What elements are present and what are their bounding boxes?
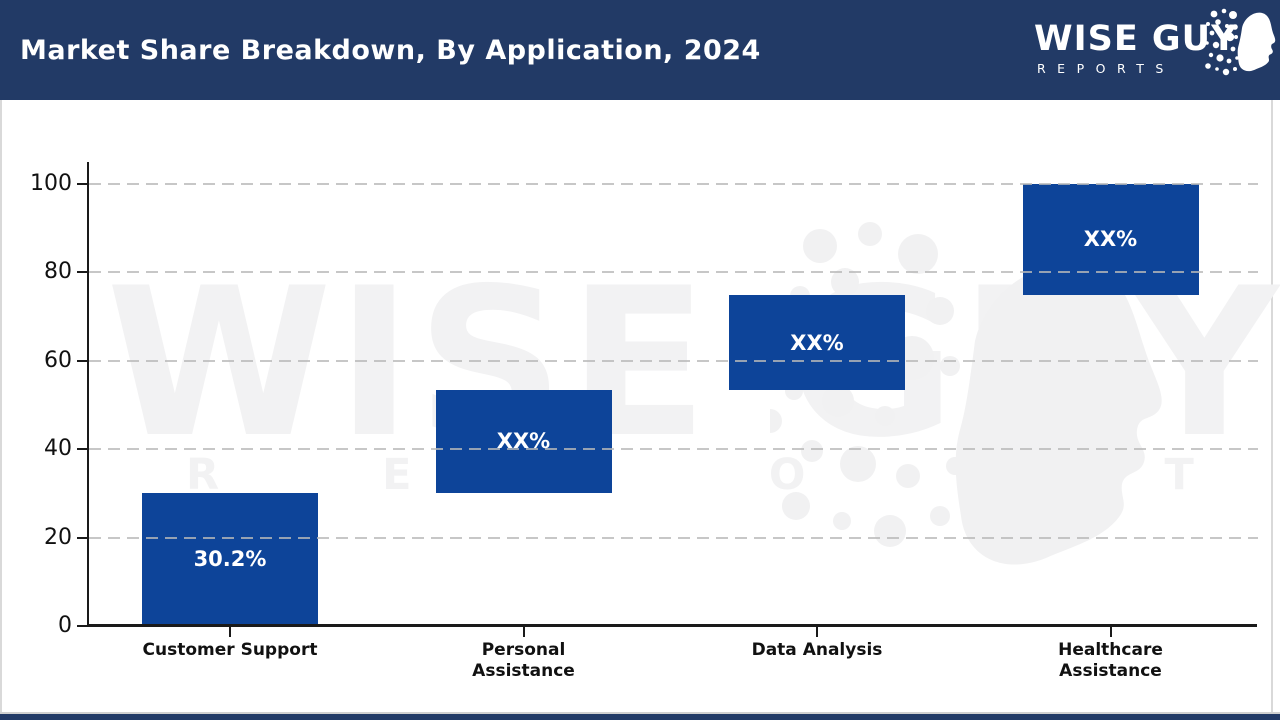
x-tick-1	[229, 627, 231, 637]
brand-subname: REPORTS	[1037, 61, 1175, 76]
y-tick-label-60: 60	[44, 347, 72, 373]
footer-bar	[0, 714, 1280, 720]
bar-4: XX%	[1022, 184, 1199, 295]
bar-2: XX%	[435, 390, 612, 493]
x-category-label-4: Healthcare Assistance	[1058, 640, 1163, 681]
bar-value-label: XX%	[1083, 227, 1138, 252]
y-tick-20	[77, 536, 88, 539]
bar-value-label: 30.2%	[193, 547, 267, 572]
content-right-border	[1271, 100, 1273, 713]
x-axis-line	[87, 624, 1257, 627]
content-left-border	[0, 100, 2, 713]
y-tick-40	[77, 448, 88, 451]
x-category-label-2: Personal Assistance	[472, 640, 575, 681]
page-title: Market Share Breakdown, By Application, …	[20, 34, 761, 66]
brand-logo-text: WISE GUY REPORTS	[1034, 20, 1237, 76]
y-tick-80	[77, 271, 88, 274]
x-category-label-1: Customer Support	[142, 640, 318, 660]
x-tick-2	[522, 627, 525, 637]
gridline-40	[89, 448, 1258, 451]
y-tick-100	[77, 183, 88, 185]
gridline-80	[89, 271, 1258, 274]
y-tick-label-100: 100	[30, 171, 72, 196]
footer-divider	[0, 712, 1280, 714]
bar-value-label: XX%	[790, 330, 844, 355]
x-tick-3	[816, 627, 818, 637]
brand-name: WISE GUY	[1034, 19, 1238, 59]
gridline-60	[89, 359, 1258, 362]
bar-3: XX%	[729, 294, 905, 391]
y-axis-line	[87, 162, 89, 626]
gridline-20	[89, 536, 1258, 539]
y-tick-60	[77, 359, 88, 362]
bar-1: 30.2%	[142, 492, 318, 626]
watermark-dotted-head-icon	[770, 222, 1162, 565]
brand-dotted-head-icon	[1205, 8, 1276, 76]
y-tick-0	[77, 625, 88, 627]
y-tick-label-0: 0	[58, 613, 72, 638]
y-tick-label-40: 40	[44, 436, 72, 462]
gridline-100	[89, 183, 1258, 185]
x-tick-4	[1109, 627, 1112, 637]
brand-logo: WISE GUY REPORTS	[1026, 4, 1276, 96]
header-banner: Market Share Breakdown, By Application, …	[0, 0, 1280, 100]
x-category-label-3: Data Analysis	[751, 640, 883, 660]
y-tick-label-20: 20	[44, 524, 72, 550]
y-tick-label-80: 80	[44, 259, 72, 285]
